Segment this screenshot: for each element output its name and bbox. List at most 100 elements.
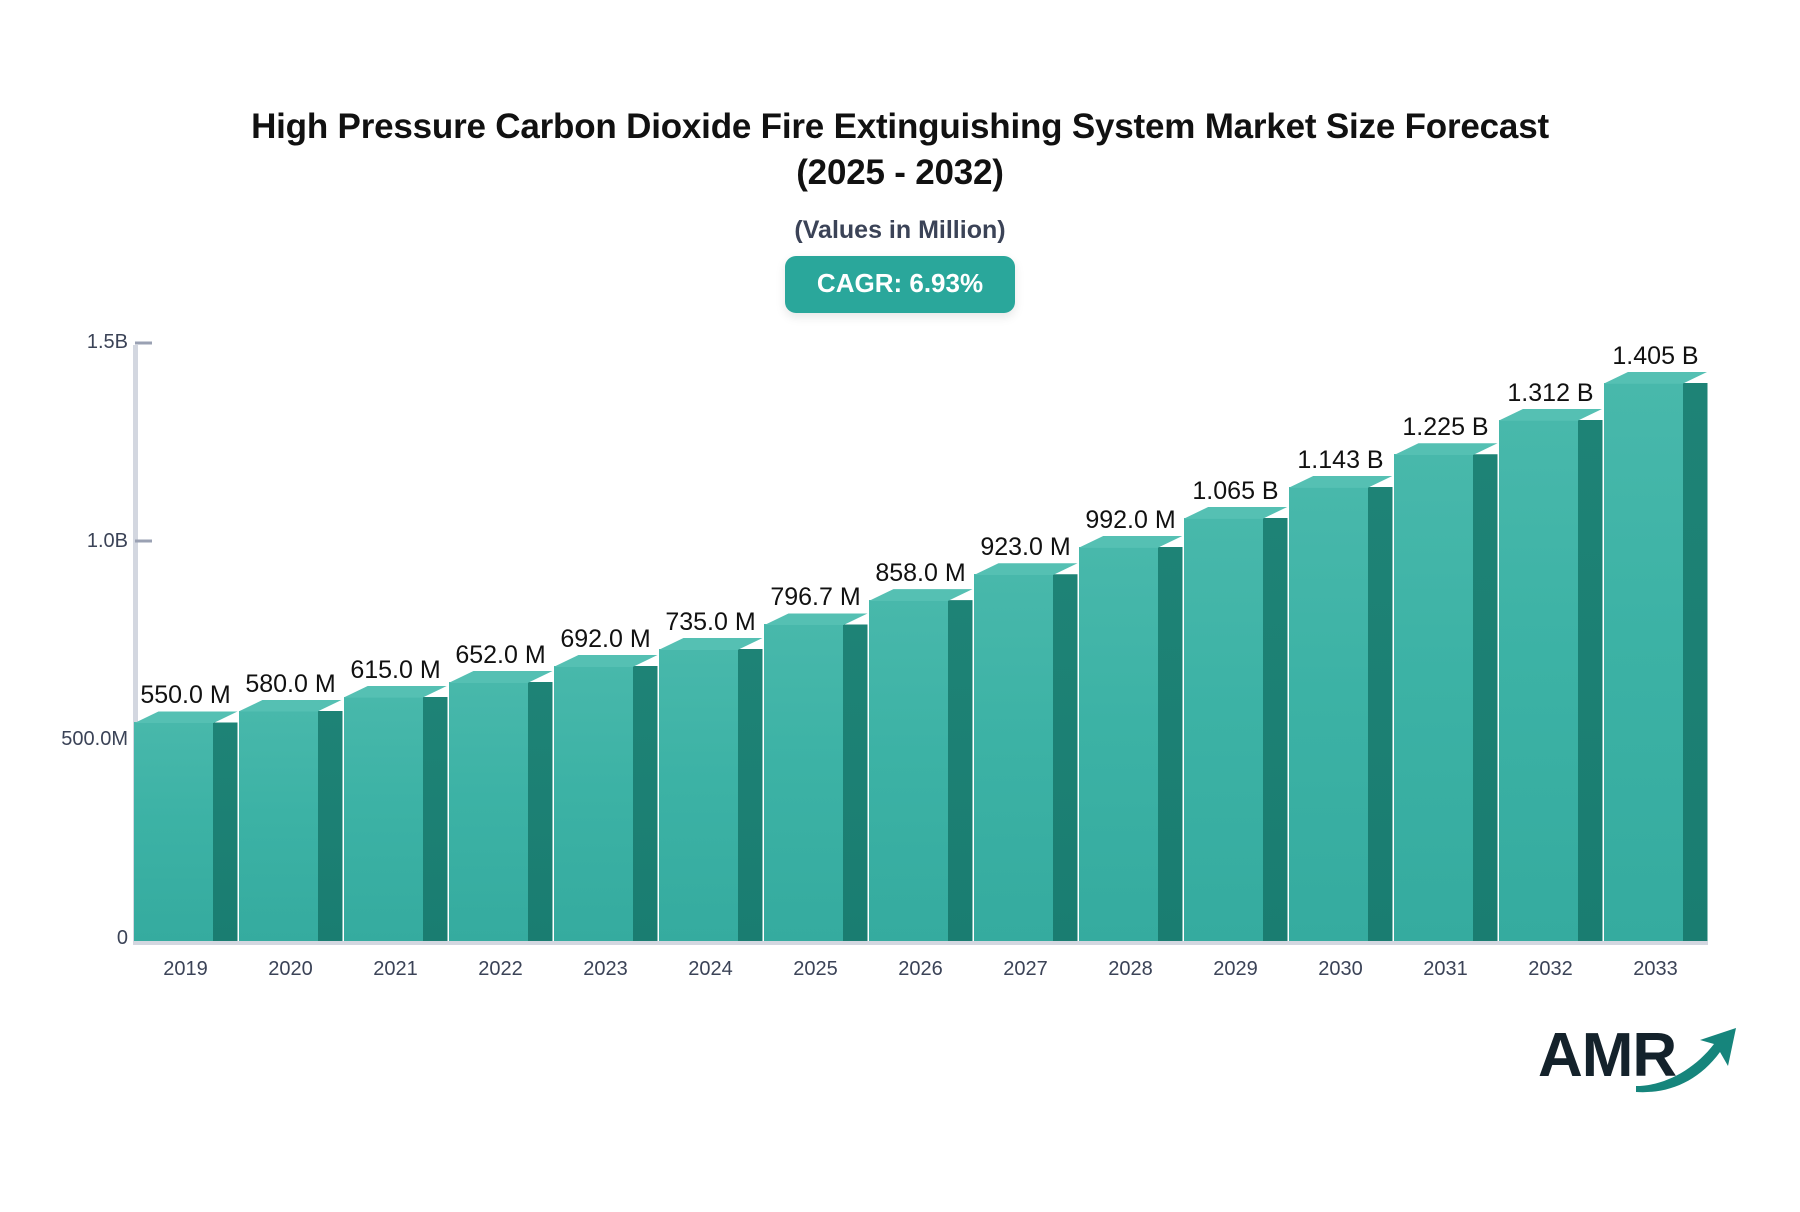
x-axis-tick-label: 2028 bbox=[1108, 958, 1153, 980]
bar-value-label: 1.312 B bbox=[1507, 378, 1594, 407]
bar-top-face bbox=[448, 670, 553, 683]
bar-column[interactable]: 550.0 M bbox=[133, 681, 238, 941]
bar-column[interactable]: 1.143 B bbox=[1288, 446, 1393, 941]
bar-value-label: 735.0 M bbox=[665, 607, 756, 636]
bar-value-label: 580.0 M bbox=[245, 669, 336, 698]
chart-header: High Pressure Carbon Dioxide Fire Exting… bbox=[0, 0, 1800, 314]
bar-front-face bbox=[1183, 517, 1263, 941]
x-axis-baseline bbox=[133, 941, 1708, 945]
bar-front-face bbox=[448, 681, 528, 941]
bar-3d-body bbox=[868, 589, 973, 941]
bar-side-face bbox=[1157, 546, 1183, 941]
x-axis-tick-label: 2020 bbox=[268, 958, 313, 980]
bar-value-label: 615.0 M bbox=[350, 655, 441, 684]
bar-side-face bbox=[212, 722, 238, 941]
bar-front-face bbox=[1498, 419, 1578, 941]
bar-3d-body bbox=[1393, 443, 1498, 941]
bar-value-label: 1.065 B bbox=[1192, 476, 1279, 505]
bar-3d-body bbox=[238, 699, 343, 941]
bar-front-face bbox=[1078, 546, 1158, 941]
y-axis-tick: 1.0B bbox=[0, 529, 152, 553]
bar-3d-body bbox=[1498, 408, 1603, 941]
cagr-badge: CAGR: 6.93% bbox=[784, 256, 1016, 314]
bar-column[interactable]: 923.0 M bbox=[973, 533, 1078, 941]
y-axis-line bbox=[133, 345, 138, 945]
x-axis-tick-label: 2031 bbox=[1423, 958, 1468, 980]
bar-front-face bbox=[553, 666, 633, 941]
bar-column[interactable]: 735.0 M bbox=[658, 608, 763, 941]
bar-front-face bbox=[1288, 486, 1368, 941]
bar-column[interactable]: 692.0 M bbox=[553, 625, 658, 941]
bar-column[interactable]: 1.312 B bbox=[1498, 379, 1603, 941]
bar-column[interactable]: 858.0 M bbox=[868, 559, 973, 941]
y-axis-tick-label: 1.0B bbox=[86, 529, 128, 552]
bar-value-label: 923.0 M bbox=[980, 533, 1071, 562]
x-axis-tick-label: 2032 bbox=[1528, 958, 1573, 980]
bar-value-label: 692.0 M bbox=[560, 625, 651, 654]
bar-3d-body bbox=[343, 685, 448, 941]
bar-value-label: 652.0 M bbox=[455, 640, 546, 669]
bar-side-face bbox=[317, 710, 343, 941]
bar-side-face bbox=[527, 681, 553, 941]
bar-top-face bbox=[1393, 443, 1498, 456]
bar-value-label: 1.143 B bbox=[1297, 445, 1384, 474]
bar-3d-body bbox=[763, 613, 868, 941]
bar-side-face bbox=[1367, 486, 1393, 941]
bar-side-face bbox=[422, 696, 448, 941]
bar-3d-body bbox=[1288, 475, 1393, 941]
bar-3d-body bbox=[973, 563, 1078, 941]
y-axis-tick-label: 0 bbox=[116, 927, 128, 949]
y-axis-tick-label: 500.0M bbox=[61, 728, 128, 751]
bar-3d-body bbox=[133, 711, 238, 941]
amr-logo: AMR bbox=[1538, 1016, 1738, 1102]
y-axis-tick: 0 bbox=[0, 927, 152, 950]
bar-column[interactable]: 1.405 B bbox=[1603, 342, 1708, 941]
bar-top-face bbox=[133, 711, 238, 724]
x-axis-tick-label: 2026 bbox=[898, 958, 943, 980]
bar-side-face bbox=[1262, 517, 1288, 941]
bar-3d-body bbox=[1183, 506, 1288, 941]
bar-column[interactable]: 652.0 M bbox=[448, 641, 553, 941]
x-axis-tick-label: 2019 bbox=[163, 958, 208, 980]
bar-side-face bbox=[1577, 419, 1603, 941]
bar-front-face bbox=[973, 574, 1053, 941]
x-axis-tick-label: 2025 bbox=[793, 958, 838, 980]
bar-value-label: 550.0 M bbox=[140, 681, 231, 710]
bar-value-label: 858.0 M bbox=[875, 559, 966, 588]
bar-side-face bbox=[1472, 454, 1498, 941]
growth-arrow-icon bbox=[1636, 1028, 1736, 1093]
bar-top-face bbox=[1498, 408, 1603, 421]
x-axis-tick-label: 2024 bbox=[688, 958, 733, 980]
bar-top-face bbox=[973, 563, 1078, 576]
bar-front-face bbox=[1603, 382, 1683, 941]
bar-side-face bbox=[737, 648, 763, 941]
bar-column[interactable]: 992.0 M bbox=[1078, 506, 1183, 941]
bar-front-face bbox=[238, 710, 318, 941]
bar-column[interactable]: 615.0 M bbox=[343, 656, 448, 941]
bar-front-face bbox=[868, 600, 948, 941]
bar-front-face bbox=[343, 696, 423, 941]
bar-side-face bbox=[947, 600, 973, 941]
bar-3d-body bbox=[1078, 535, 1183, 941]
bar-side-face bbox=[1682, 382, 1708, 941]
bar-value-label: 992.0 M bbox=[1085, 505, 1176, 534]
bar-top-face bbox=[553, 655, 658, 668]
bar-top-face bbox=[238, 699, 343, 712]
bar-side-face bbox=[632, 666, 658, 941]
chart-subtitle: (Values in Million) bbox=[794, 216, 1006, 245]
bar-column[interactable]: 1.225 B bbox=[1393, 413, 1498, 941]
y-axis-tick-mark bbox=[135, 539, 152, 543]
bar-column[interactable]: 1.065 B bbox=[1183, 477, 1288, 941]
bar-front-face bbox=[133, 722, 213, 941]
y-axis-tick-mark bbox=[135, 341, 152, 344]
x-axis-tick-label: 2023 bbox=[583, 958, 628, 980]
bar-column[interactable]: 796.7 M bbox=[763, 583, 868, 941]
y-axis-tick: 1.5B bbox=[0, 331, 152, 354]
x-axis-tick-label: 2029 bbox=[1213, 958, 1258, 980]
bar-series: 550.0 M 580.0 M 615.0 M 652.0 M 692.0 M 735.0… bbox=[133, 342, 1708, 941]
bar-side-face bbox=[842, 624, 868, 941]
x-axis-tick-label: 2030 bbox=[1318, 958, 1363, 980]
bar-column[interactable]: 580.0 M bbox=[238, 670, 343, 941]
bar-top-face bbox=[1288, 475, 1393, 488]
